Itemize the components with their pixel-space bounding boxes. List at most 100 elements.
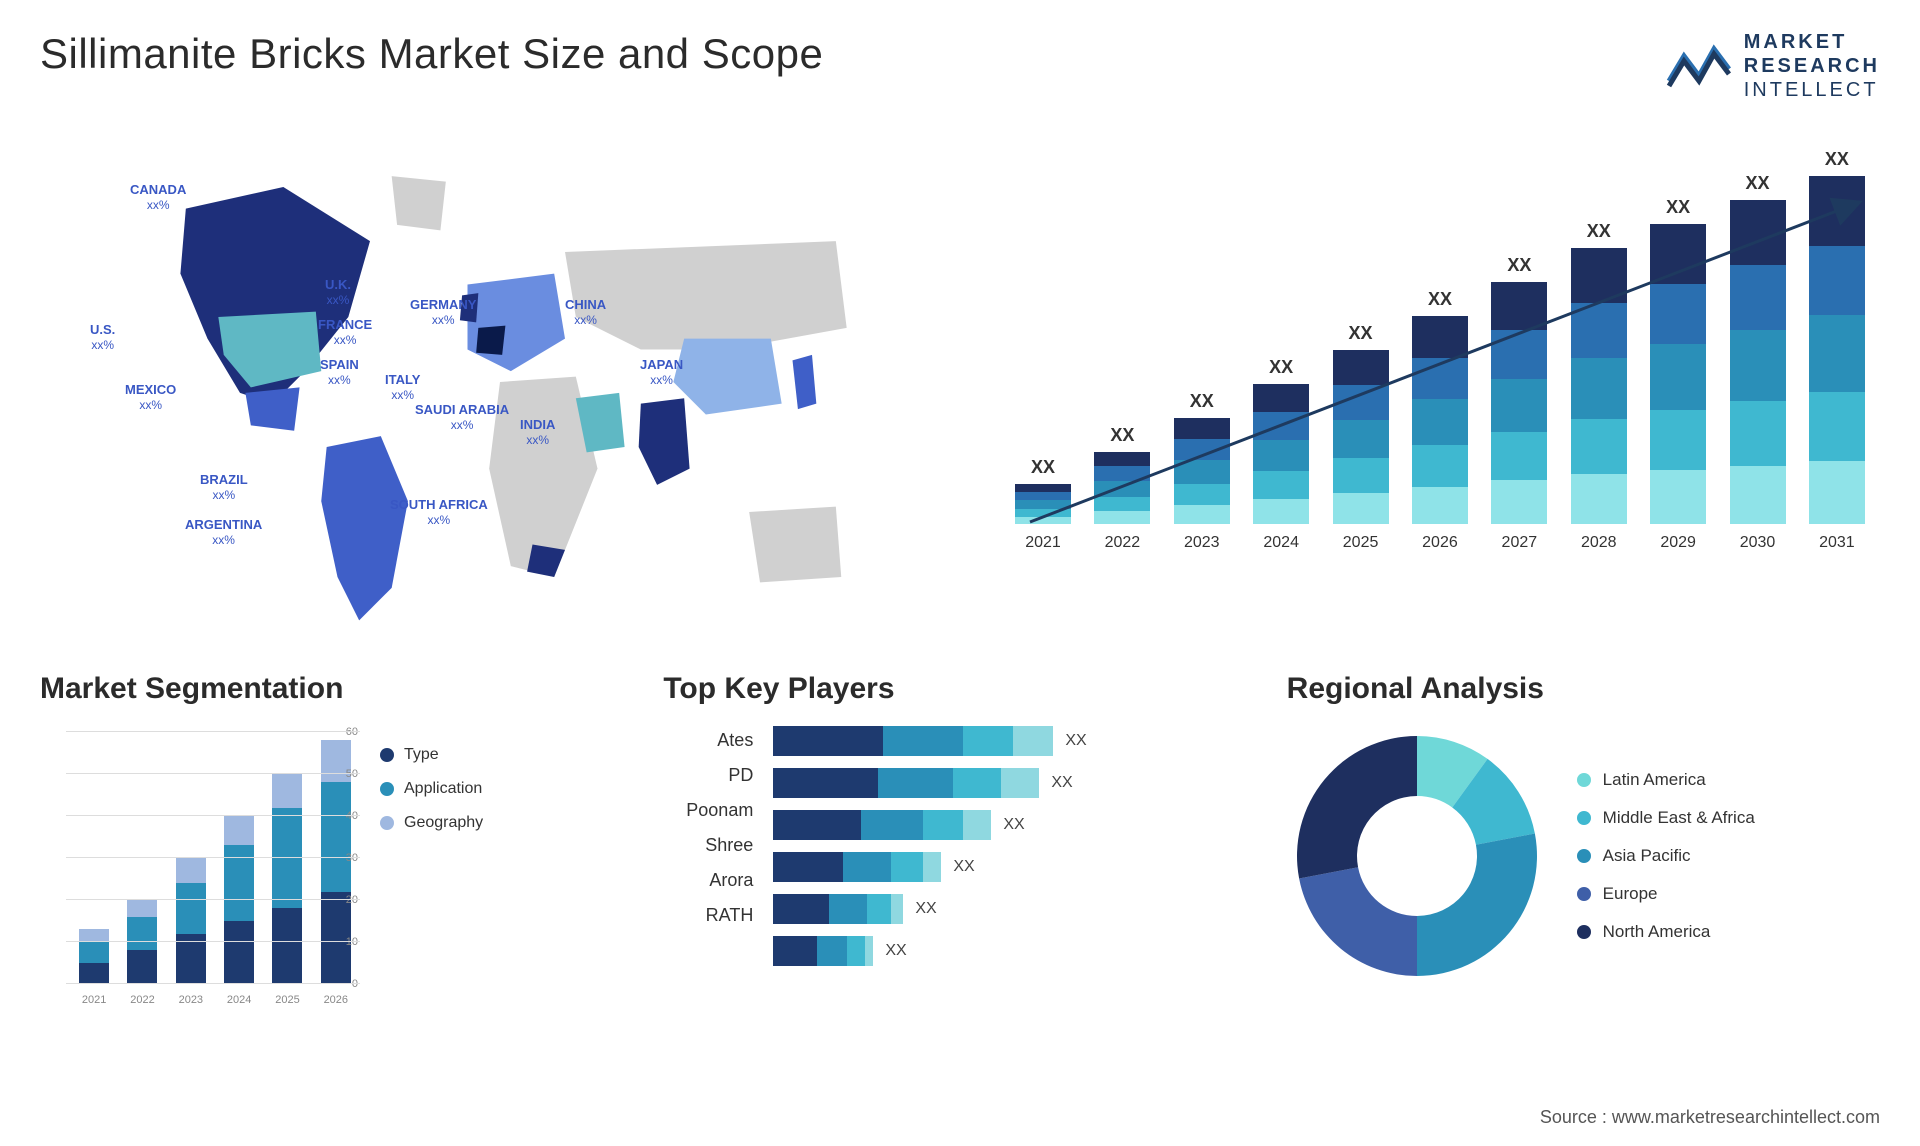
- legend-dot: [380, 816, 394, 830]
- seg-bar-segment: [127, 917, 157, 951]
- seg-bar-2023: [176, 858, 206, 984]
- player-row-arora: XX: [773, 894, 1256, 924]
- bar-year-label: 2027: [1502, 534, 1538, 552]
- top-row: CANADAxx%U.S.xx%MEXICOxx%BRAZILxx%ARGENT…: [40, 122, 1880, 642]
- logo: MARKET RESEARCH INTELLECT: [1664, 30, 1880, 102]
- bar-stack: [1730, 200, 1786, 524]
- regional-legend-item: Asia Pacific: [1577, 846, 1755, 866]
- bar-segment: [1174, 505, 1230, 524]
- player-bar-segment: [847, 936, 865, 966]
- player-bar: [773, 726, 1053, 756]
- player-bar-segment: [963, 810, 991, 840]
- bar-segment: [1412, 358, 1468, 400]
- gridline: [66, 857, 360, 858]
- legend-label: Application: [404, 780, 482, 798]
- y-tick: 60: [346, 726, 358, 738]
- bar-segment: [1491, 480, 1547, 524]
- bar-segment: [1333, 385, 1389, 420]
- source-attribution: Source : www.marketresearchintellect.com: [1540, 1107, 1880, 1128]
- bar-segment: [1491, 432, 1547, 480]
- donut-slice: [1417, 834, 1537, 976]
- seg-bar-2025: [272, 774, 302, 984]
- player-bar-segment: [829, 894, 867, 924]
- bar-segment: [1650, 470, 1706, 524]
- bar-segment: [1015, 509, 1071, 517]
- player-bar: [773, 768, 1039, 798]
- seg-bar-segment: [224, 921, 254, 984]
- legend-label: Europe: [1603, 884, 1658, 904]
- player-value-label: XX: [953, 858, 974, 876]
- bar-segment: [1094, 466, 1150, 480]
- y-tick: 0: [352, 978, 358, 990]
- player-value-label: XX: [885, 942, 906, 960]
- seg-bar-segment: [321, 782, 351, 891]
- seg-bar-segment: [79, 942, 109, 963]
- y-tick: 20: [346, 894, 358, 906]
- player-row-poonam: XX: [773, 810, 1256, 840]
- forecast-bar-2031: XX2031: [1804, 149, 1870, 552]
- player-row-shree: XX: [773, 852, 1256, 882]
- seg-bar-segment: [224, 816, 254, 845]
- seg-bar-segment: [272, 908, 302, 984]
- bar-segment: [1730, 200, 1786, 265]
- map-label-u.k.: U.K.xx%: [325, 277, 351, 307]
- players-title: Top Key Players: [663, 672, 1256, 706]
- player-bar: [773, 810, 991, 840]
- map-label-france: FRANCExx%: [318, 317, 372, 347]
- legend-dot: [1577, 887, 1591, 901]
- forecast-bar-2027: XX2027: [1486, 255, 1552, 552]
- bar-segment: [1650, 410, 1706, 470]
- logo-text: MARKET RESEARCH INTELLECT: [1744, 30, 1880, 102]
- seg-legend-item: Type: [380, 746, 483, 764]
- bar-segment: [1571, 474, 1627, 524]
- player-bar-segment: [891, 852, 923, 882]
- seg-legend-item: Geography: [380, 814, 483, 832]
- regional-legend-item: Middle East & Africa: [1577, 808, 1755, 828]
- legend-label: Type: [404, 746, 439, 764]
- bar-segment: [1253, 471, 1309, 499]
- player-bar-segment: [817, 936, 847, 966]
- bar-segment: [1809, 461, 1865, 524]
- map-label-germany: GERMANYxx%: [410, 297, 476, 327]
- donut-slice: [1297, 736, 1417, 878]
- bar-year-label: 2030: [1740, 534, 1776, 552]
- gridline: [66, 899, 360, 900]
- player-bar-segment: [861, 810, 923, 840]
- bar-stack: [1809, 176, 1865, 524]
- player-bar: [773, 936, 873, 966]
- player-bar-segment: [867, 894, 891, 924]
- player-row-pd: XX: [773, 768, 1256, 798]
- regional-donut: [1287, 726, 1547, 986]
- map-label-argentina: ARGENTINAxx%: [185, 517, 262, 547]
- player-bar: [773, 894, 903, 924]
- legend-dot: [1577, 811, 1591, 825]
- map-label-mexico: MEXICOxx%: [125, 382, 176, 412]
- player-bar-segment: [963, 726, 1013, 756]
- player-bar-segment: [923, 810, 963, 840]
- legend-dot: [380, 748, 394, 762]
- bar-value-label: XX: [1031, 457, 1055, 478]
- bar-value-label: XX: [1190, 391, 1214, 412]
- bar-segment: [1253, 499, 1309, 524]
- bar-segment: [1571, 419, 1627, 474]
- player-bar-segment: [878, 768, 953, 798]
- player-bar-segment: [865, 936, 873, 966]
- seg-bar-segment: [127, 950, 157, 984]
- player-value-label: XX: [915, 900, 936, 918]
- bar-stack: [1015, 484, 1071, 524]
- bar-segment: [1253, 384, 1309, 412]
- regional-legend-item: North America: [1577, 922, 1755, 942]
- player-bar-segment: [773, 936, 817, 966]
- bar-segment: [1571, 358, 1627, 419]
- seg-x-label: 2024: [227, 994, 251, 1006]
- bar-stack: [1412, 316, 1468, 524]
- map-label-india: INDIAxx%: [520, 417, 555, 447]
- bar-stack: [1253, 384, 1309, 524]
- bar-segment: [1571, 248, 1627, 303]
- seg-bar-segment: [272, 774, 302, 808]
- map-label-japan: JAPANxx%: [640, 357, 683, 387]
- bar-segment: [1094, 452, 1150, 466]
- bar-segment: [1809, 246, 1865, 316]
- bar-segment: [1809, 176, 1865, 246]
- player-bar-segment: [923, 852, 941, 882]
